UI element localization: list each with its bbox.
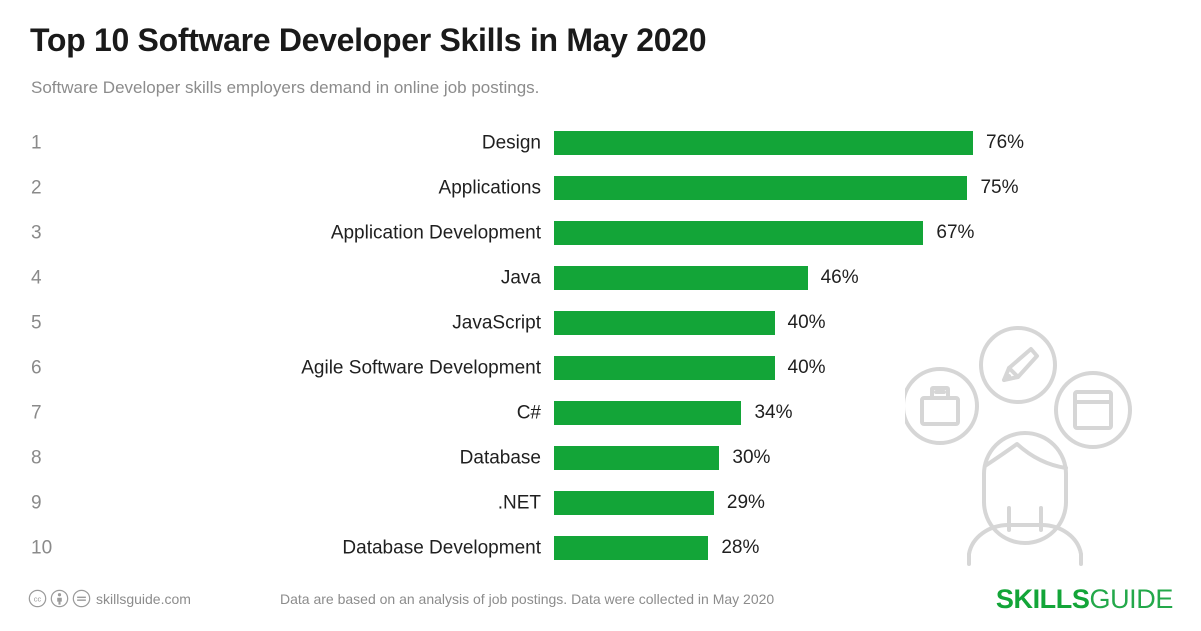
chart-row: 3 Application Development 67% bbox=[0, 210, 1201, 255]
chart-row: 4 Java 46% bbox=[0, 255, 1201, 300]
bar bbox=[554, 130, 973, 155]
attribution-icon bbox=[50, 589, 69, 608]
bar-group: 30% bbox=[554, 445, 771, 470]
chart-row: 1 Design 76% bbox=[0, 120, 1201, 165]
bar-group: 34% bbox=[554, 400, 793, 425]
svg-text:cc: cc bbox=[34, 595, 42, 604]
rank-number: 9 bbox=[31, 492, 42, 513]
category-label: Database bbox=[459, 447, 541, 468]
bar bbox=[554, 310, 775, 335]
chart-row: 6 Agile Software Development 40% bbox=[0, 345, 1201, 390]
rank-number: 8 bbox=[31, 447, 42, 468]
rank-number: 10 bbox=[31, 537, 53, 558]
category-label: .NET bbox=[497, 492, 541, 513]
skillsguide-logo: SKILLSGUIDE bbox=[995, 584, 1174, 615]
bar bbox=[554, 355, 775, 380]
data-source-note: Data are based on an analysis of job pos… bbox=[280, 591, 775, 607]
category-label: Application Development bbox=[330, 222, 541, 243]
page-subtitle: Software Developer skills employers dema… bbox=[31, 78, 540, 97]
chart-row: 7 C# 34% bbox=[0, 390, 1201, 435]
bar-group: 40% bbox=[554, 310, 826, 335]
site-name[interactable]: skillsguide.com bbox=[96, 591, 191, 607]
footer: cc skillsguide.com Data are based on an … bbox=[0, 578, 1201, 631]
bar-value-label: 40% bbox=[787, 357, 826, 378]
page-title: Top 10 Software Developer Skills in May … bbox=[30, 22, 707, 58]
bar-group: 46% bbox=[554, 265, 859, 290]
bar-group: 40% bbox=[554, 355, 826, 380]
chart-row: 2 Applications 75% bbox=[0, 165, 1201, 210]
bar-value-label: 75% bbox=[980, 177, 1019, 198]
bar-value-label: 30% bbox=[732, 447, 771, 468]
bar bbox=[554, 220, 924, 245]
rank-number: 5 bbox=[31, 312, 42, 333]
bar-value-label: 34% bbox=[754, 402, 793, 423]
bar-group: 76% bbox=[554, 130, 1025, 155]
bar bbox=[554, 445, 720, 470]
rank-number: 7 bbox=[31, 402, 42, 423]
bar bbox=[554, 490, 714, 515]
category-label: Applications bbox=[438, 177, 541, 198]
chart-row: 10 Database Development 28% bbox=[0, 525, 1201, 570]
bar-value-label: 28% bbox=[721, 537, 760, 558]
no-derivatives-icon bbox=[72, 589, 91, 608]
chart-row: 9 .NET 29% bbox=[0, 480, 1201, 525]
bar-value-label: 67% bbox=[936, 222, 975, 243]
bar bbox=[554, 400, 742, 425]
bar-group: 67% bbox=[554, 220, 975, 245]
bar-value-label: 76% bbox=[986, 132, 1025, 153]
category-label: Agile Software Development bbox=[301, 357, 541, 378]
chart-row: 8 Database 30% bbox=[0, 435, 1201, 480]
license-badges: cc bbox=[28, 589, 91, 608]
category-label: Java bbox=[500, 267, 541, 288]
bar-chart: 1 Design 76% 2 Applications 75% 3 Application D… bbox=[0, 120, 1201, 570]
rank-number: 2 bbox=[31, 177, 42, 198]
logo-secondary-text: GUIDE bbox=[1089, 584, 1173, 614]
bar bbox=[554, 265, 808, 290]
bar-value-label: 29% bbox=[726, 492, 765, 513]
category-label: JavaScript bbox=[452, 312, 541, 333]
category-label: Design bbox=[481, 132, 541, 153]
chart-row: 5 JavaScript 40% bbox=[0, 300, 1201, 345]
rank-number: 6 bbox=[31, 357, 42, 378]
bar-value-label: 40% bbox=[787, 312, 826, 333]
rank-number: 4 bbox=[31, 267, 42, 288]
bar-group: 28% bbox=[554, 535, 760, 560]
bar bbox=[554, 175, 968, 200]
category-label: C# bbox=[516, 402, 541, 423]
logo-primary-text: SKILLS bbox=[995, 584, 1090, 614]
creative-commons-icon: cc bbox=[28, 589, 47, 608]
bar-group: 29% bbox=[554, 490, 765, 515]
bar-value-label: 46% bbox=[820, 267, 859, 288]
bar-group: 75% bbox=[554, 175, 1019, 200]
rank-number: 1 bbox=[31, 132, 42, 153]
bar bbox=[554, 535, 709, 560]
rank-number: 3 bbox=[31, 222, 42, 243]
category-label: Database Development bbox=[342, 537, 541, 558]
